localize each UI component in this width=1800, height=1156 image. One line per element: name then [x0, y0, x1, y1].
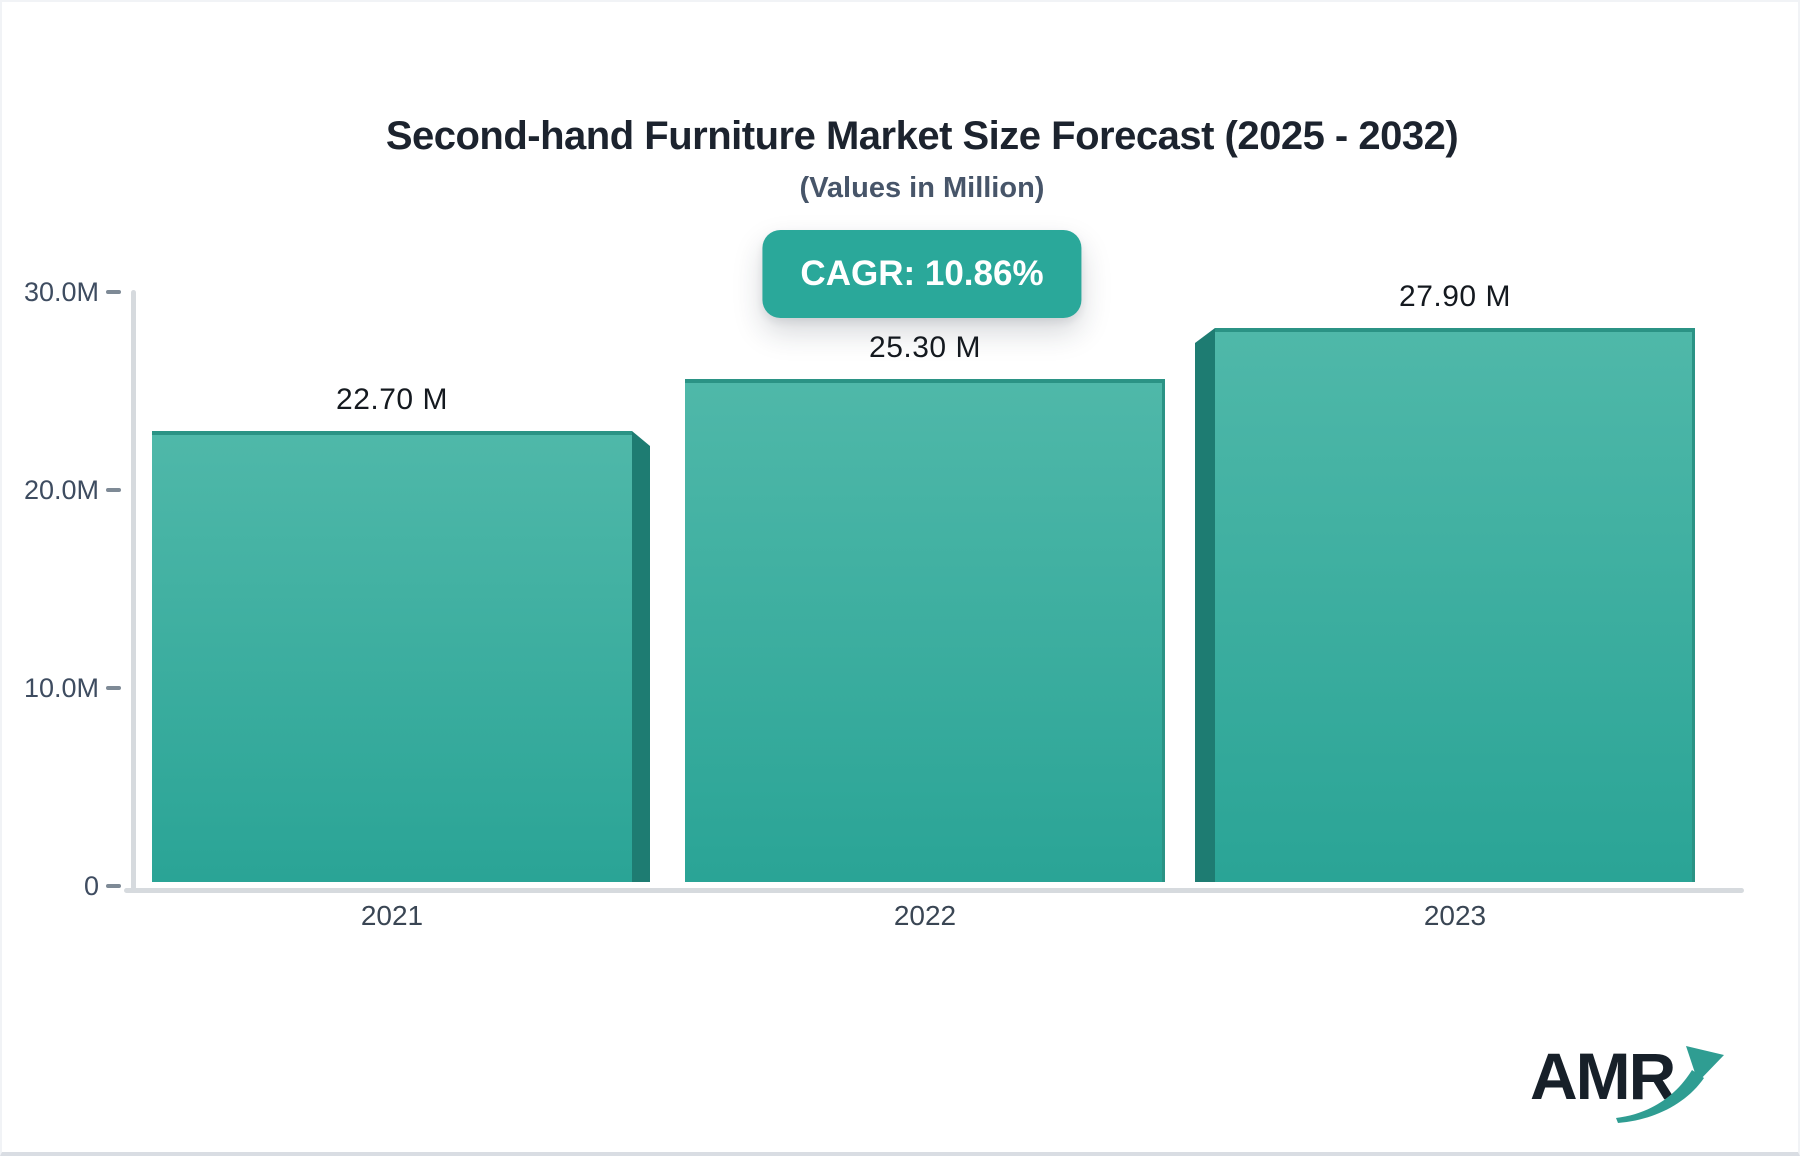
y-tick-30m [106, 290, 121, 294]
amr-logo-text: AMR [1530, 1039, 1676, 1113]
y-axis-line [131, 290, 136, 890]
bar-value-label: 25.30 M [869, 331, 981, 364]
y-tick-0 [106, 884, 121, 888]
y-tick-label-30m: 30.0M [23, 277, 99, 307]
bar-2022: 25.30 M 2022 [685, 331, 1165, 931]
x-axis-line [124, 888, 1744, 893]
y-tick-label-10m: 10.0M [23, 673, 99, 703]
amr-logo: AMR [1530, 1032, 1760, 1132]
y-tick-label-0: 0 [83, 871, 99, 901]
bar-face [152, 431, 632, 882]
bar-2023: 27.90 M 2023 [1195, 280, 1695, 931]
chart-title: Second-hand Furniture Market Size Foreca… [385, 114, 1459, 158]
chart-subtitle: (Values in Million) [799, 172, 1045, 204]
y-tick-10m [106, 686, 121, 690]
bar-face [685, 379, 1165, 882]
bar-value-label: 22.70 M [336, 383, 448, 416]
bar-side-shadow [1195, 328, 1215, 882]
growth-arrow-icon [1616, 1046, 1724, 1123]
cagr-badge: CAGR: 10.86% [762, 230, 1082, 318]
bar-value-label: 27.90 M [1399, 280, 1511, 313]
bar-face [1215, 328, 1695, 882]
x-axis-label-2021: 2021 [360, 900, 424, 931]
x-axis-label-2023: 2023 [1423, 900, 1487, 931]
x-axis-label-2022: 2022 [893, 900, 957, 931]
bar-2021: 22.70 M 2021 [152, 383, 650, 931]
y-tick-label-20m: 20.0M [23, 475, 99, 505]
bar-side-shadow [632, 431, 650, 882]
y-tick-20m [106, 488, 121, 492]
